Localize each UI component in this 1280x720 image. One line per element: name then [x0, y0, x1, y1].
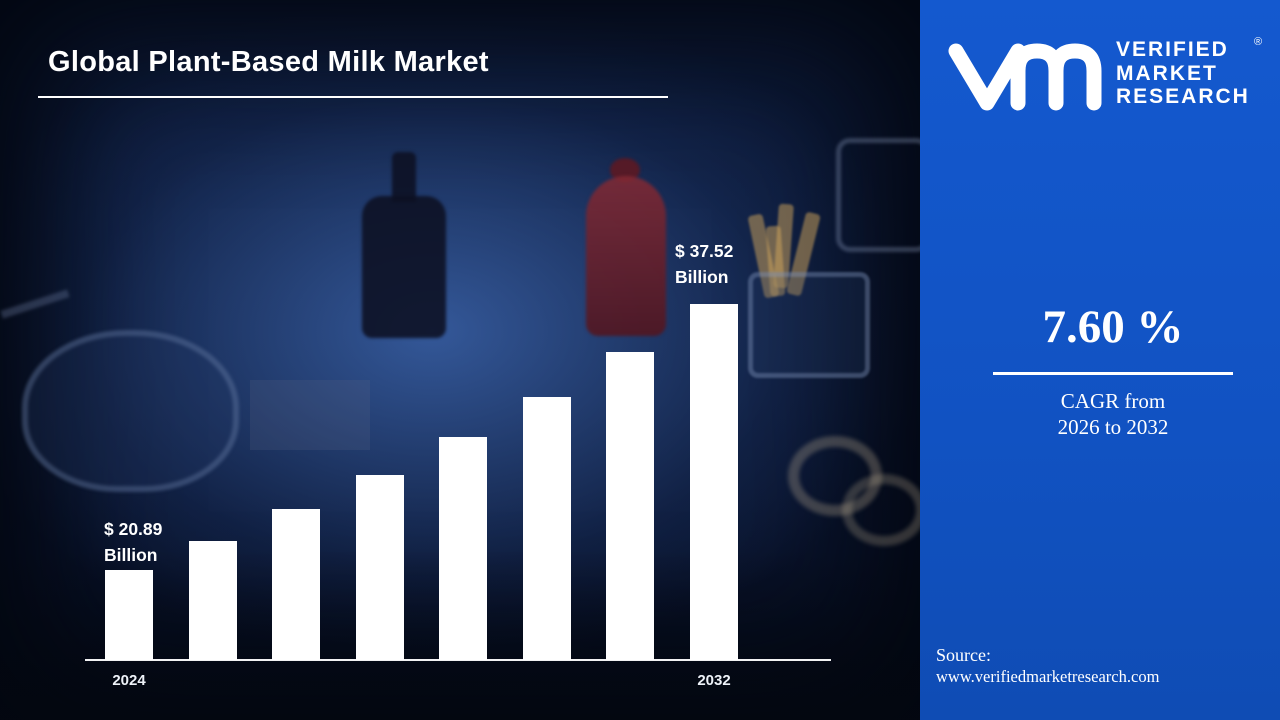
last-bar-value-amount: $ 37.52: [675, 241, 734, 261]
bar-4: [355, 475, 404, 660]
source-block: Source: www.verifiedmarketresearch.com: [936, 644, 1159, 688]
cagr-caption: CAGR from 2026 to 2032: [973, 388, 1253, 440]
source-url[interactable]: www.verifiedmarketresearch.com: [936, 667, 1160, 686]
title-underline: [38, 96, 668, 98]
bar-chart: $ 20.89 Billion $ 37.52 Billion 2024 203…: [85, 238, 831, 689]
last-bar-value-unit: Billion: [675, 267, 729, 287]
source-label: Source:: [936, 645, 991, 665]
cagr-value: 7.60 %: [1042, 301, 1184, 353]
bars-row: [105, 304, 738, 660]
chart-section: Global Plant-Based Milk Market $ 20.89 B…: [0, 0, 920, 720]
bar-7: [606, 352, 655, 660]
cagr-caption-line2: 2026 to 2032: [1057, 415, 1169, 439]
bar-5: [439, 437, 488, 660]
x-tick-2024: 2024: [112, 672, 146, 689]
x-tick-2032: 2032: [697, 672, 731, 689]
bar-6: [522, 397, 571, 660]
info-panel: VERIFIED MARKET RESEARCH ® 7.60 % CAGR f…: [920, 0, 1280, 720]
bar-2: [188, 541, 237, 660]
brand-name-line3: RESEARCH: [1116, 85, 1250, 108]
page-title: Global Plant-Based Milk Market: [48, 46, 489, 78]
bar-3: [272, 509, 321, 660]
cagr-underline: [993, 372, 1233, 375]
bar-1: [105, 570, 153, 660]
cagr-caption-line1: CAGR from: [1060, 389, 1166, 413]
last-bar-value-label: $ 37.52 Billion: [675, 238, 733, 290]
brand-name-line2: MARKET: [1116, 61, 1218, 85]
x-axis-line: [85, 659, 831, 661]
brand-name-line1: VERIFIED: [1116, 38, 1229, 61]
vmr-logo-icon: [948, 43, 1102, 111]
brand-logo-block: VERIFIED MARKET RESEARCH ®: [944, 34, 1264, 118]
bar-8: [689, 304, 738, 660]
registered-trademark-mark: ®: [1254, 36, 1263, 48]
first-bar-value-amount: $ 20.89: [104, 519, 163, 539]
brand-name: VERIFIED MARKET RESEARCH: [1116, 38, 1250, 109]
